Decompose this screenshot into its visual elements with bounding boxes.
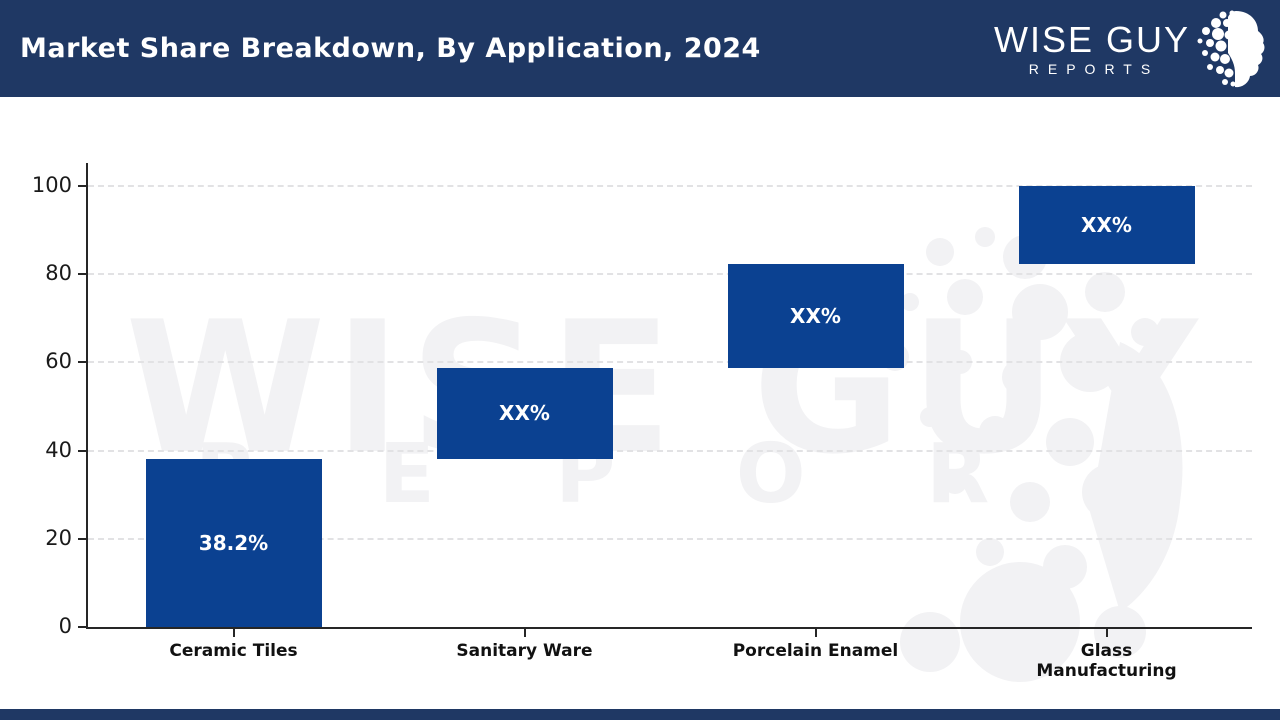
watermark-subtitle: R E P O R T S	[195, 427, 1280, 522]
bar-value-label: XX%	[1081, 213, 1132, 238]
x-axis-tick	[814, 629, 817, 637]
y-axis-line	[86, 163, 88, 629]
y-axis-tick-label: 60	[45, 349, 72, 374]
gridline	[88, 449, 1252, 452]
header-bar: Market Share Breakdown, By Application, …	[0, 0, 1280, 97]
wise-guy-logo: WISE GUY REPORTS	[994, 7, 1280, 91]
bar-ceramic-tiles[interactable]: 38.2%	[145, 458, 322, 627]
plot-area: WISE GUY R E P O R T S 0 20 40 60 80 100 38.2%…	[0, 97, 1280, 709]
gridline	[88, 185, 1252, 187]
x-axis-tick	[232, 629, 235, 637]
y-axis-tick	[78, 361, 86, 364]
y-axis-tick	[78, 537, 86, 540]
gridline	[88, 361, 1252, 364]
x-axis-line	[86, 627, 1252, 629]
bar-porcelain-enamel[interactable]: XX%	[727, 264, 904, 369]
y-axis-tick-label: 40	[45, 437, 72, 462]
chart-title: Market Share Breakdown, By Application, …	[20, 33, 761, 64]
x-axis-tick	[523, 629, 526, 637]
y-axis-tick-label: 20	[45, 525, 72, 550]
x-axis-category-label: Sanitary Ware	[456, 641, 593, 661]
x-axis-category-label: Porcelain Enamel	[732, 641, 899, 661]
bar-value-label: 38.2%	[198, 530, 269, 555]
gridline	[88, 537, 1252, 540]
y-axis-tick	[78, 273, 86, 276]
bar-glass-manufacturing[interactable]: XX%	[1018, 186, 1195, 265]
bar-sanitary-ware[interactable]: XX%	[436, 368, 613, 459]
footer-bar	[0, 709, 1280, 720]
y-axis-tick	[78, 185, 86, 187]
x-axis-category-label: Glass Manufacturing	[1036, 641, 1177, 682]
y-axis-tick-label: 80	[45, 261, 72, 286]
logo-subtitle: REPORTS	[1028, 60, 1160, 77]
logo-wordmark: WISE GUY	[993, 18, 1190, 60]
y-axis-tick-label: 0	[58, 614, 72, 638]
x-axis-tick	[1105, 629, 1108, 637]
bar-value-label: XX%	[499, 401, 550, 426]
y-axis-tick	[78, 449, 86, 452]
gridline	[88, 273, 1252, 276]
y-axis-tick	[78, 626, 86, 628]
y-axis-tick-label: 100	[31, 173, 72, 197]
logo-text: WISE GUY REPORTS	[993, 18, 1190, 77]
bar-value-label: XX%	[790, 304, 841, 329]
logo-head-icon	[1197, 10, 1265, 87]
x-axis-category-label: Ceramic Tiles	[169, 641, 298, 661]
